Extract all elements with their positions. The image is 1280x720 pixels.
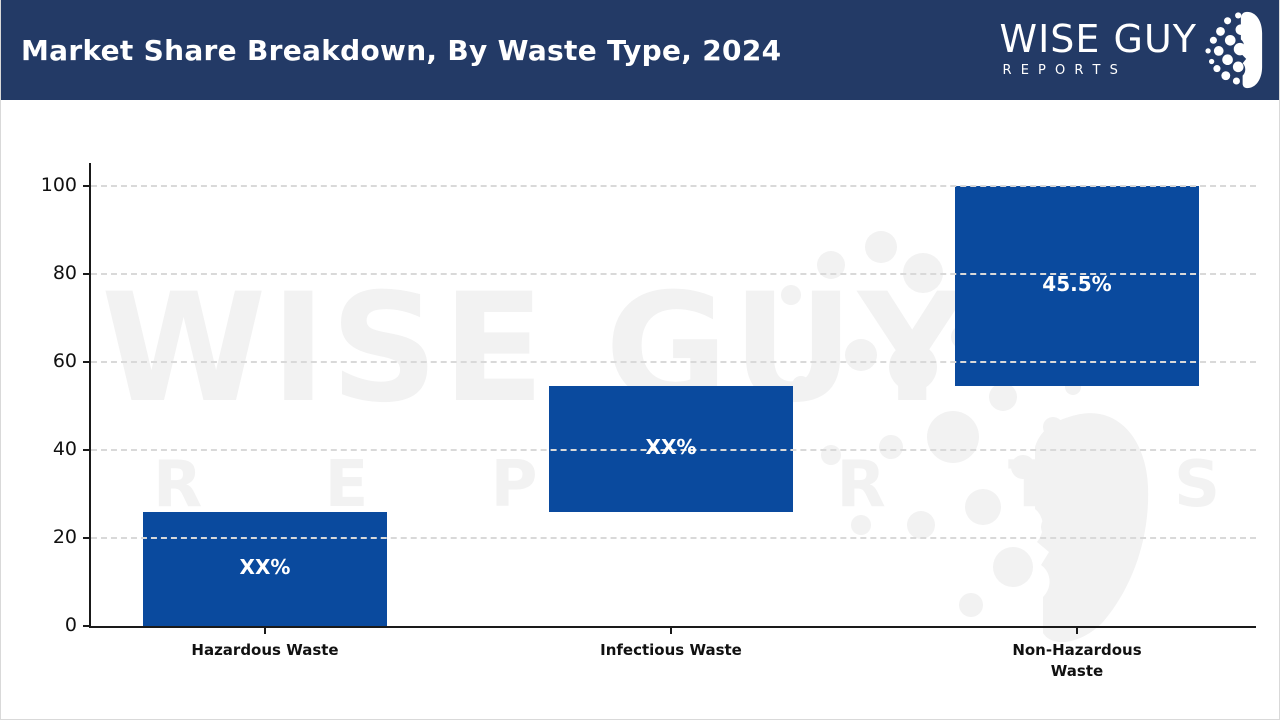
chart-plot-area: WISE GUY R E P O R T S XX%XX%45.5%020406…	[1, 100, 1279, 719]
logo-face-icon	[1205, 11, 1263, 89]
logo-wordmark: WISE GUY	[999, 17, 1197, 61]
bar-2	[549, 386, 793, 512]
header: Market Share Breakdown, By Waste Type, 2…	[1, 0, 1279, 100]
page-title: Market Share Breakdown, By Waste Type, 2…	[21, 33, 782, 67]
x-tick-label: Infectious Waste	[600, 641, 742, 659]
gridline-40	[91, 449, 1256, 451]
gridline-80	[91, 273, 1256, 275]
y-tick-mark	[83, 625, 90, 627]
x-tick-mark	[264, 628, 266, 634]
y-axis-spine	[89, 163, 91, 628]
bar-value-label: XX%	[239, 554, 291, 579]
y-tick-mark	[83, 273, 90, 275]
y-tick-label: 20	[52, 526, 77, 548]
bar-value-label: 45.5%	[1042, 272, 1112, 297]
y-tick-mark	[83, 361, 90, 363]
gridline-20	[91, 537, 1256, 539]
y-tick-mark	[83, 449, 90, 451]
bar-value-label: XX%	[645, 434, 697, 459]
gridline-60	[91, 361, 1256, 363]
x-tick-label: Hazardous Waste	[191, 641, 339, 659]
logo-subtitle: R E P O R T S	[1002, 62, 1121, 78]
bar-3	[955, 186, 1199, 387]
logo-text: WISE GUY R E P O R T S	[999, 17, 1197, 78]
y-tick-mark	[83, 185, 90, 187]
x-tick-label: Non-Hazardous Waste	[1012, 641, 1142, 680]
y-tick-label: 80	[52, 262, 77, 284]
watermark-wordmark: WISE GUY	[101, 262, 971, 436]
y-tick-label: 0	[64, 614, 77, 636]
x-tick-mark	[1076, 628, 1078, 634]
y-tick-mark	[83, 537, 90, 539]
y-tick-label: 60	[52, 350, 77, 372]
x-tick-mark	[670, 628, 672, 634]
gridline-100	[91, 185, 1256, 187]
x-axis-spine	[89, 626, 1256, 628]
bar-1	[143, 511, 387, 626]
wise-guy-logo: WISE GUY R E P O R T S	[1000, 8, 1263, 94]
y-tick-label: 40	[52, 438, 77, 460]
y-tick-label: 100	[40, 174, 77, 196]
